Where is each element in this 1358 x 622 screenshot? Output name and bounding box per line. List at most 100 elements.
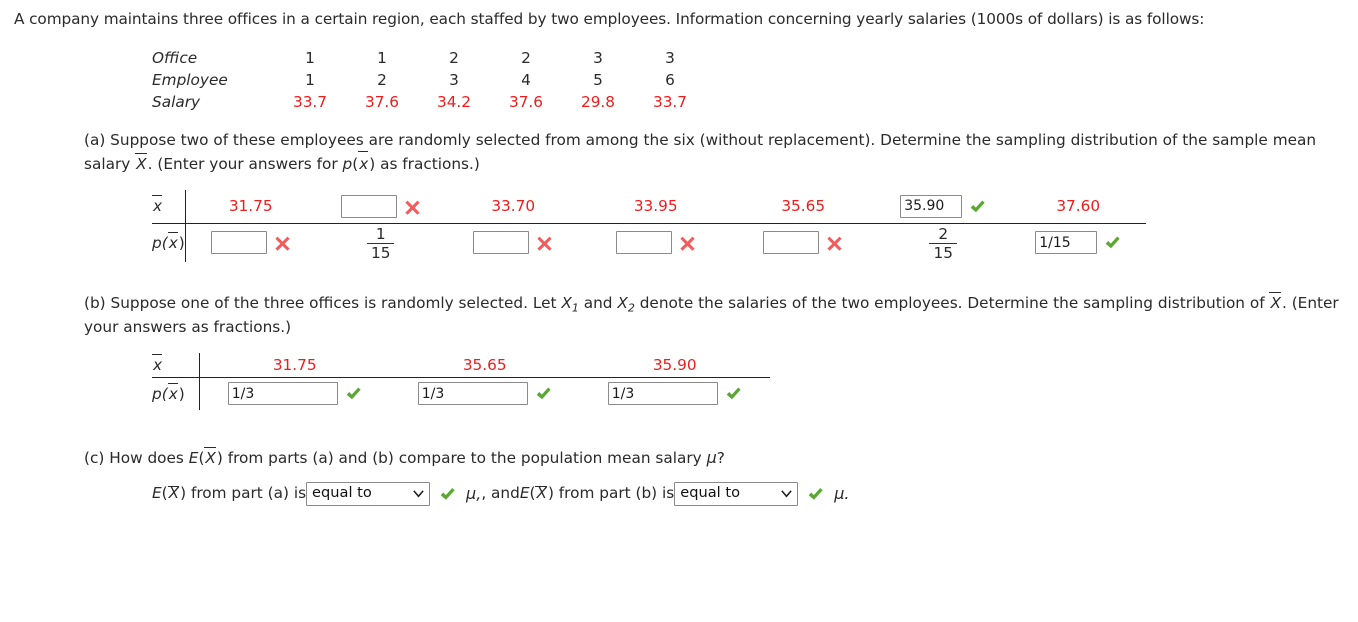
- facts-cell: 4: [521, 71, 531, 90]
- check-mark-icon: [725, 385, 742, 402]
- part-b-row-p: p(x): [152, 377, 770, 410]
- part-a-p-cell-5: [731, 223, 876, 262]
- facts-row-label: Office: [152, 49, 198, 68]
- facts-cell: 37.6: [508, 93, 544, 112]
- part-b-prompt: (b) Suppose one of the three offices is …: [84, 291, 1339, 337]
- chevron-down-icon: [780, 487, 793, 500]
- facts-cell: 1: [305, 49, 315, 68]
- facts-cell: 3: [449, 71, 459, 90]
- facts-cell: 2: [377, 71, 387, 90]
- facts-cell: 3: [665, 49, 675, 68]
- part-a-p-input-4[interactable]: [615, 231, 672, 255]
- part-a: (a) Suppose two of these employees are r…: [0, 129, 1358, 262]
- x-mark-icon: [404, 198, 421, 215]
- part-b-xbar-cell-3: 35.90: [579, 352, 770, 378]
- facts-cell: 5: [593, 71, 603, 90]
- problem-statement: A company maintains three offices in a c…: [14, 10, 1205, 28]
- check-mark-icon: [439, 485, 456, 502]
- part-c-mid-text: μ,, and E(X) from part (b) is: [466, 483, 675, 503]
- part-c-select-b-value: equal to: [680, 484, 740, 502]
- part-a-xbar-cell-7: 37.60: [1010, 189, 1146, 224]
- part-a-xbar-value-7: 37.60: [1056, 197, 1101, 216]
- part-a-xbar-cell-2: [315, 189, 446, 224]
- part-a-xbar-cell-3: 33.70: [445, 189, 581, 224]
- expectation-symbol: E: [188, 448, 199, 467]
- part-b-p-cell-1: [199, 377, 390, 410]
- part-a-p-fraction-2: 1 15: [366, 224, 395, 261]
- part-a-xbar-cell-4: 33.95: [580, 189, 731, 224]
- part-a-answer-table: x 31.75: [152, 189, 1146, 262]
- part-a-xbar-value-5: 35.65: [781, 197, 826, 216]
- part-c-label-a: E(X) from part (a) is: [152, 484, 307, 503]
- facts-cell: 3: [593, 49, 603, 68]
- x-bar-symbol: X: [135, 153, 148, 177]
- part-b-xbar-value-1: 31.75: [272, 355, 317, 374]
- facts-cell: 33.7: [292, 93, 328, 112]
- check-mark-icon: [1104, 234, 1121, 251]
- part-c-select-a[interactable]: equal to: [306, 481, 431, 506]
- x-bar-symbol: X: [1269, 291, 1282, 316]
- facts-cell: 34.2: [436, 93, 472, 112]
- part-b-p-cell-2: [390, 377, 580, 410]
- part-a-prompt-line2: the sample mean salary X. (Enter your an…: [84, 131, 1316, 173]
- part-a-xbar-cell-5: 35.65: [730, 189, 876, 224]
- x-bar-symbol: X: [204, 447, 217, 471]
- facts-cell: 29.8: [580, 93, 616, 112]
- part-a-row-xbar: x 31.75: [152, 189, 1146, 224]
- salary-facts-table: Office 1 1 2 2 3 3 Employee 1 2 3 4 5 6 …: [152, 47, 706, 113]
- facts-row-label: Salary: [152, 93, 201, 112]
- check-mark-icon: [807, 485, 824, 502]
- x-bar-symbol: x: [358, 151, 369, 177]
- part-b-p-input-3[interactable]: [607, 382, 718, 406]
- facts-cell: 2: [449, 49, 459, 68]
- fraction-denominator: 15: [366, 242, 395, 261]
- facts-row-office: Office 1 1 2 2 3 3: [152, 47, 706, 69]
- facts-cell: 6: [665, 71, 675, 90]
- x-bar-symbol: X: [535, 484, 548, 503]
- part-a-xbar-value-3: 33.70: [491, 197, 536, 216]
- fraction-numerator: 2: [938, 224, 949, 243]
- part-b-xbar-cell-2: 35.65: [389, 352, 580, 378]
- facts-cell: 2: [521, 49, 531, 68]
- mu-symbol: μ: [706, 447, 717, 467]
- part-a-prompt: (a) Suppose two of these employees are r…: [0, 129, 1358, 176]
- part-a-row-label-p: p(x): [152, 223, 186, 262]
- part-a-p-input-5[interactable]: [763, 231, 820, 255]
- x-bar-symbol: X: [167, 484, 180, 503]
- check-mark-icon: [345, 385, 362, 402]
- facts-row-label: Employee: [152, 71, 228, 90]
- x-mark-icon: [826, 234, 843, 251]
- part-a-p-cell-6: 2 15: [876, 223, 1011, 262]
- part-b-p-input-1[interactable]: [227, 382, 338, 406]
- part-a-prompt-line1: (a) Suppose two of these employees are r…: [84, 131, 1178, 150]
- part-b-xbar-value-2: 35.65: [462, 355, 507, 374]
- check-mark-icon: [535, 385, 552, 402]
- part-a-p-cell-3: [446, 223, 581, 262]
- p-symbol: p: [342, 154, 353, 173]
- part-b-row-label-p: p(x): [152, 377, 200, 410]
- facts-cell: 1: [305, 71, 315, 90]
- part-b-p-cell-3: [580, 377, 770, 410]
- part-a-p-cell-7: [1011, 223, 1146, 262]
- part-a-xbar-input-2[interactable]: [340, 194, 397, 218]
- part-a-row-p: p(x) 1: [152, 223, 1146, 262]
- problem-page: A company maintains three offices in a c…: [0, 10, 1358, 506]
- part-c-select-b[interactable]: equal to: [674, 481, 799, 506]
- facts-row-employee: Employee 1 2 3 4 5 6: [152, 69, 706, 91]
- x-mark-icon: [536, 234, 553, 251]
- part-a-p-input-7[interactable]: [1035, 231, 1098, 255]
- part-a-p-input-1[interactable]: [210, 231, 267, 255]
- fraction-numerator: 1: [375, 224, 386, 243]
- part-b: (b) Suppose one of the three offices is …: [0, 291, 1358, 410]
- x2-symbol: X2: [617, 293, 635, 315]
- x1-symbol: X1: [561, 293, 579, 315]
- facts-row-salary: Salary 33.7 37.6 34.2 37.6 29.8 33.7: [152, 91, 706, 113]
- part-a-p-cell-4: [581, 223, 731, 262]
- part-b-p-input-2[interactable]: [417, 382, 528, 406]
- part-a-xbar-input-6[interactable]: [900, 194, 963, 218]
- part-a-p-input-3[interactable]: [473, 231, 530, 255]
- chevron-down-icon: [412, 487, 425, 500]
- part-c: (c) How does E(X) from parts (a) and (b)…: [0, 446, 1358, 506]
- part-b-xbar-cell-1: 31.75: [199, 352, 390, 378]
- x-mark-icon: [679, 234, 696, 251]
